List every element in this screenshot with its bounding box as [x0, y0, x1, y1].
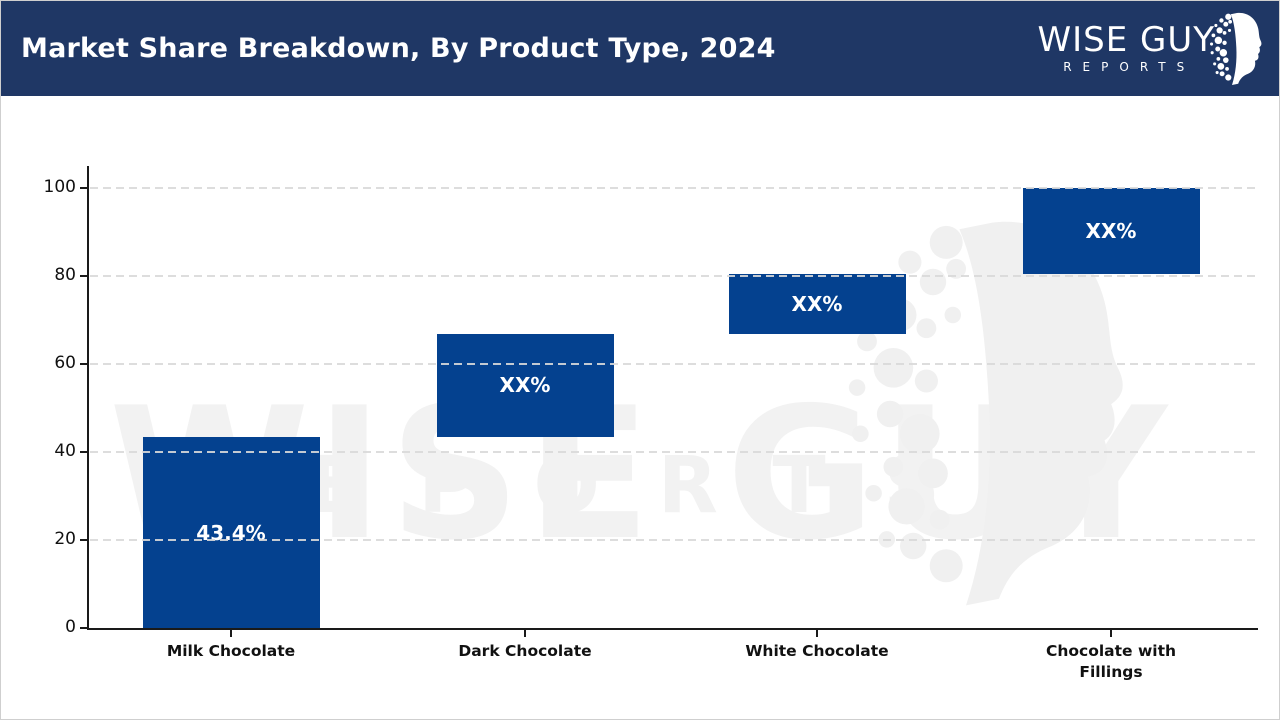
bar-dark-chocolate: XX% — [436, 333, 614, 438]
gridline-40 — [90, 451, 1258, 453]
x-axis-tick — [230, 630, 232, 637]
gridline-60 — [90, 363, 1258, 365]
y-axis-tick-label: 80 — [54, 265, 76, 285]
x-axis-tick — [1110, 630, 1112, 637]
x-axis-category-label: Chocolate with Fillings — [1045, 642, 1177, 681]
gridline-100 — [90, 187, 1258, 189]
y-axis-tick — [80, 363, 88, 365]
bar-value-label: XX% — [499, 373, 551, 398]
x-axis-line — [87, 628, 1258, 630]
header-bar: Market Share Breakdown, By Product Type,… — [1, 1, 1279, 96]
x-axis-category-label: Dark Chocolate — [458, 642, 592, 660]
gridline-20 — [90, 539, 1258, 541]
brand-logo: WISE GUY REPORTS — [1037, 11, 1263, 87]
gridline-80 — [90, 275, 1258, 277]
logo-wordmark: WISE GUY — [1037, 19, 1215, 60]
logo-head-icon — [1209, 12, 1262, 85]
y-axis-tick-label: 20 — [54, 529, 76, 549]
bar-value-label: XX% — [1085, 219, 1137, 244]
x-axis-category-label: White Chocolate — [745, 642, 889, 660]
y-axis-tick — [80, 275, 88, 277]
bar-milk-chocolate: 43.4% — [142, 437, 320, 628]
bar-white-chocolate: XX% — [728, 274, 906, 334]
y-axis-tick — [80, 451, 88, 453]
bar-value-label: XX% — [791, 291, 843, 316]
x-axis-tick — [524, 630, 526, 637]
x-axis-category-label: Milk Chocolate — [166, 642, 296, 660]
y-axis-tick — [80, 187, 88, 189]
page-title: Market Share Breakdown, By Product Type,… — [21, 33, 776, 64]
logo-subtext: REPORTS — [1063, 60, 1196, 75]
y-axis-tick-label: 60 — [54, 353, 76, 373]
y-axis-tick-label: 100 — [43, 177, 76, 197]
y-axis-line — [87, 166, 89, 630]
y-axis-tick-label: 40 — [54, 441, 76, 461]
bar-chocolate-with-fillings: XX% — [1022, 188, 1200, 275]
x-axis-tick — [816, 630, 818, 637]
y-axis-tick — [80, 627, 88, 629]
y-axis-tick-label: 0 — [65, 617, 76, 637]
y-axis-tick — [80, 539, 88, 541]
